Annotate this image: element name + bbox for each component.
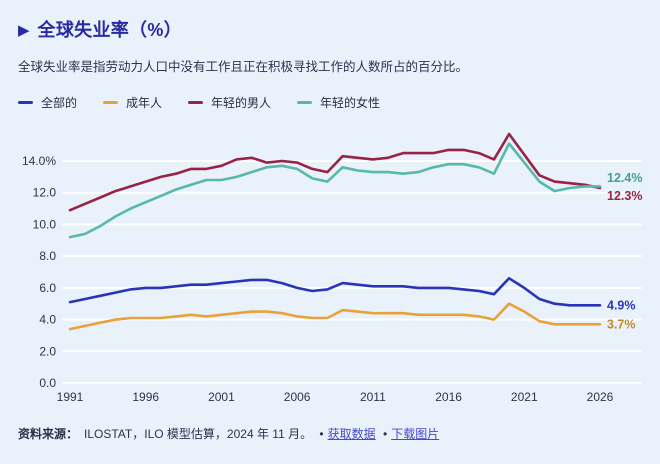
- y-tick-label: 4.0: [39, 313, 56, 327]
- play-icon: ▶: [18, 21, 30, 39]
- x-tick-label: 2021: [511, 390, 538, 404]
- x-tick-label: 1996: [132, 390, 159, 404]
- separator-dot: •: [382, 427, 388, 441]
- legend-swatch-young-men: [188, 101, 204, 104]
- legend-item-young-men: 年轻的男人: [188, 94, 271, 111]
- y-tick-label: 6.0: [39, 281, 56, 295]
- legend-label: 全部的: [41, 96, 78, 110]
- legend-label: 年轻的女性: [320, 96, 381, 110]
- x-tick-label: 2006: [284, 390, 311, 404]
- legend-label: 成年人: [126, 96, 163, 110]
- end-label-young-women: 12.4%: [607, 171, 642, 185]
- chart-header: ▶ 全球失业率（%） 全球失业率是指劳动力人口中没有工作且正在积极寻找工作的人数…: [18, 16, 642, 111]
- separator-dot: •: [319, 427, 324, 441]
- x-tick-label: 1991: [57, 390, 84, 404]
- gridlines: [62, 160, 642, 384]
- y-tick-label: 2.0: [39, 344, 56, 358]
- legend-swatch-total: [18, 101, 33, 104]
- x-tick-label: 2016: [435, 390, 462, 404]
- legend-label: 年轻的男人: [211, 96, 272, 110]
- legend: 全部的 成年人 年轻的男人 年轻的女性: [18, 94, 642, 111]
- legend-swatch-adults: [103, 101, 119, 104]
- end-label-young-men: 12.3%: [607, 189, 642, 203]
- line-young-men: [68, 132, 602, 212]
- x-tick-label: 2001: [208, 390, 235, 404]
- source-label: 资料来源：: [18, 427, 79, 441]
- line-adults: [68, 302, 602, 331]
- get-data-link[interactable]: 获取数据: [327, 427, 376, 441]
- download-image-link[interactable]: 下载图片: [391, 427, 440, 441]
- end-label-total: 4.9%: [607, 298, 636, 312]
- legend-item-young-women: 年轻的女性: [297, 94, 380, 111]
- source-text: ILOSTAT，ILO 模型估算，2024 年 11 月。: [84, 427, 313, 441]
- y-tick-label: 8.0: [39, 249, 56, 263]
- x-tick-label: 2026: [587, 390, 614, 404]
- line-total: [68, 277, 602, 307]
- legend-item-total: 全部的: [18, 94, 77, 111]
- x-tick-label: 2011: [360, 390, 386, 404]
- y-tick-label: 14.0%: [22, 154, 56, 168]
- source-footer: 资料来源： ILOSTAT，ILO 模型估算，2024 年 11 月。 • 获取数据…: [18, 425, 439, 442]
- legend-swatch-young-women: [297, 101, 313, 104]
- end-label-adults: 3.7%: [607, 317, 636, 331]
- y-tick-label: 10.0: [33, 217, 57, 231]
- line-young-women: [68, 142, 602, 239]
- legend-item-adults: 成年人: [103, 94, 162, 111]
- y-tick-label: 12.0: [33, 186, 57, 200]
- chart-description: 全球失业率是指劳动力人口中没有工作且正在积极寻找工作的人数所占的百分比。: [18, 60, 469, 74]
- title-row: ▶ 全球失业率（%）: [18, 16, 642, 42]
- y-tick-label: 0.0: [39, 376, 56, 390]
- page-title: 全球失业率（%）: [37, 20, 182, 40]
